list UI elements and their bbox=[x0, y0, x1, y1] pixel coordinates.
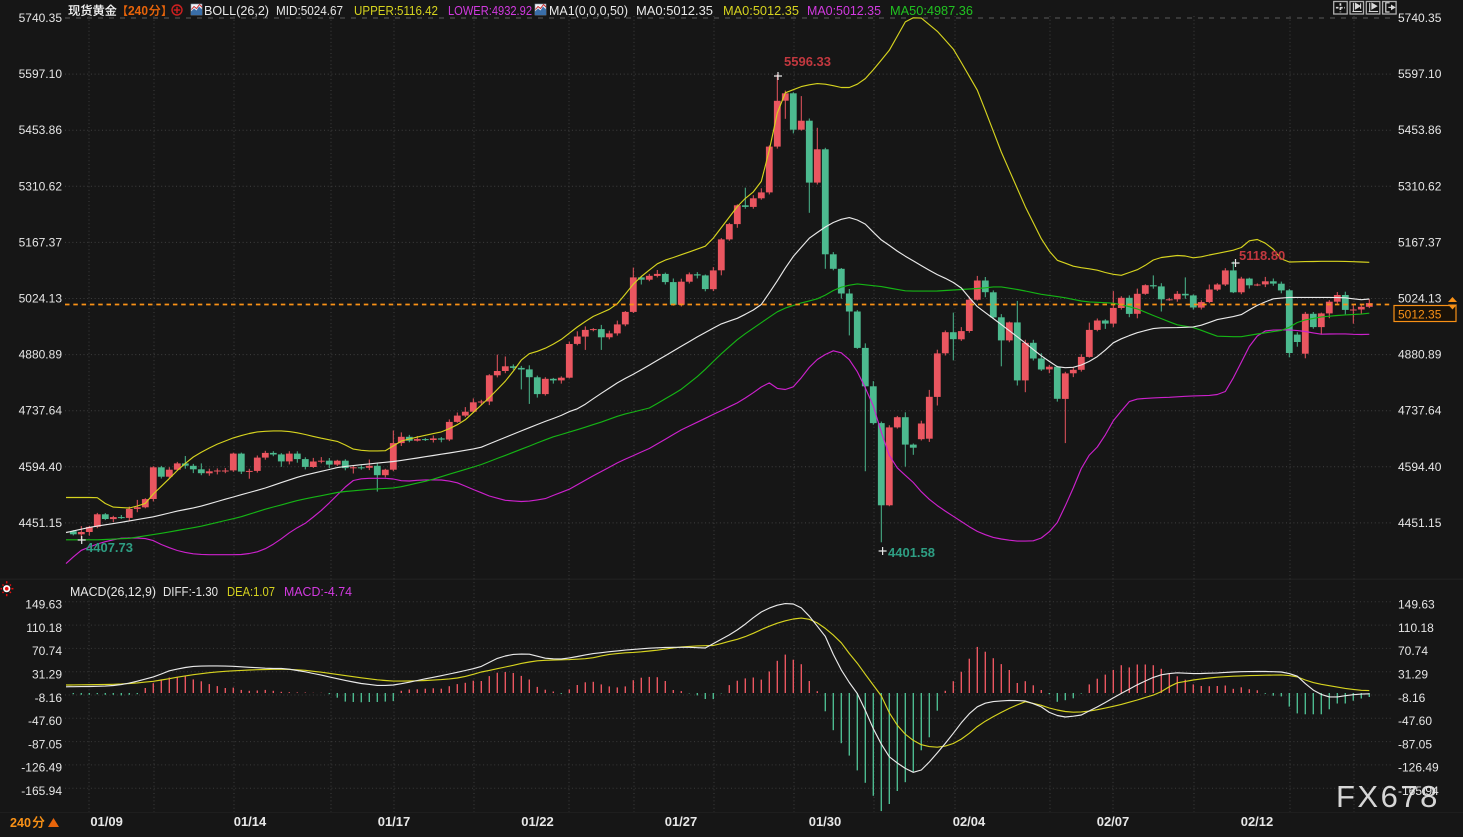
svg-text:-47.60: -47.60 bbox=[28, 714, 62, 728]
svg-text:4451.15: 4451.15 bbox=[1398, 516, 1442, 530]
svg-text:5012.35: 5012.35 bbox=[1398, 308, 1442, 322]
svg-text:01/09: 01/09 bbox=[90, 814, 123, 829]
svg-text:01/17: 01/17 bbox=[378, 814, 411, 829]
svg-text:5597.10: 5597.10 bbox=[1398, 67, 1442, 81]
svg-text:240: 240 bbox=[128, 3, 148, 18]
svg-text:4451.15: 4451.15 bbox=[19, 516, 63, 530]
svg-text:31.29: 31.29 bbox=[1398, 668, 1428, 682]
svg-text:5310.62: 5310.62 bbox=[19, 179, 63, 193]
svg-text:BOLL(26,2): BOLL(26,2) bbox=[204, 3, 269, 18]
svg-text:4407.73: 4407.73 bbox=[86, 540, 133, 555]
svg-text:4880.89: 4880.89 bbox=[1398, 348, 1442, 362]
svg-text:UPPER:5116.42: UPPER:5116.42 bbox=[354, 3, 438, 18]
svg-text:4737.64: 4737.64 bbox=[1398, 404, 1442, 418]
svg-text:MA50:4987.36: MA50:4987.36 bbox=[890, 3, 973, 18]
svg-text:5167.37: 5167.37 bbox=[19, 235, 63, 249]
svg-text:70.74: 70.74 bbox=[1398, 644, 1428, 658]
svg-text:5453.86: 5453.86 bbox=[1398, 123, 1442, 137]
svg-text:5024.13: 5024.13 bbox=[19, 292, 63, 306]
svg-text:4594.40: 4594.40 bbox=[1398, 460, 1442, 474]
svg-text:DIFF:-1.30: DIFF:-1.30 bbox=[163, 584, 218, 599]
svg-text:LOWER:4932.92: LOWER:4932.92 bbox=[448, 3, 532, 18]
svg-text:DEA:1.07: DEA:1.07 bbox=[227, 584, 275, 599]
svg-text:-87.05: -87.05 bbox=[1398, 737, 1432, 751]
svg-text:02/07: 02/07 bbox=[1097, 814, 1130, 829]
svg-text:31.29: 31.29 bbox=[32, 668, 62, 682]
svg-text:5310.62: 5310.62 bbox=[1398, 179, 1442, 193]
svg-text:MACD(26,12,9): MACD(26,12,9) bbox=[70, 584, 156, 599]
svg-text:-8.16: -8.16 bbox=[35, 691, 63, 705]
svg-text:149.63: 149.63 bbox=[25, 598, 62, 612]
svg-text:-165.94: -165.94 bbox=[1398, 784, 1439, 798]
svg-text:MA0:5012.35: MA0:5012.35 bbox=[636, 3, 713, 18]
svg-text:01/14: 01/14 bbox=[234, 814, 267, 829]
svg-text:02/04: 02/04 bbox=[953, 814, 986, 829]
svg-text:5597.10: 5597.10 bbox=[19, 67, 63, 81]
svg-text:MACD:-4.74: MACD:-4.74 bbox=[284, 584, 352, 599]
svg-text:01/22: 01/22 bbox=[521, 814, 554, 829]
svg-text:5740.35: 5740.35 bbox=[19, 11, 63, 25]
svg-text:01/27: 01/27 bbox=[665, 814, 698, 829]
svg-text:MID:5024.67: MID:5024.67 bbox=[276, 3, 343, 18]
svg-text:5167.37: 5167.37 bbox=[1398, 235, 1442, 249]
svg-text:-87.05: -87.05 bbox=[28, 737, 62, 751]
svg-text:5024.13: 5024.13 bbox=[1398, 292, 1442, 306]
svg-text:240: 240 bbox=[10, 815, 31, 830]
svg-text:149.63: 149.63 bbox=[1398, 598, 1435, 612]
svg-text:01/30: 01/30 bbox=[809, 814, 842, 829]
svg-text:MA1(0,0,0,50): MA1(0,0,0,50) bbox=[549, 3, 628, 18]
svg-text:5740.35: 5740.35 bbox=[1398, 11, 1442, 25]
svg-text:02/12: 02/12 bbox=[1241, 814, 1274, 829]
svg-text:-8.16: -8.16 bbox=[1398, 691, 1426, 705]
svg-text:-165.94: -165.94 bbox=[21, 784, 62, 798]
svg-text:MA0:5012.35: MA0:5012.35 bbox=[807, 3, 881, 18]
svg-text:110.18: 110.18 bbox=[1398, 621, 1434, 635]
svg-text:MA0:5012.35: MA0:5012.35 bbox=[723, 3, 799, 18]
svg-text:5453.86: 5453.86 bbox=[19, 123, 63, 137]
svg-text:70.74: 70.74 bbox=[32, 644, 62, 658]
svg-text:-126.49: -126.49 bbox=[21, 761, 62, 775]
svg-text:4401.58: 4401.58 bbox=[888, 545, 935, 560]
svg-text:4594.40: 4594.40 bbox=[19, 460, 63, 474]
svg-text:5596.33: 5596.33 bbox=[784, 54, 831, 69]
svg-text:110.18: 110.18 bbox=[26, 621, 62, 635]
svg-text:4737.64: 4737.64 bbox=[19, 404, 63, 418]
svg-text:-47.60: -47.60 bbox=[1398, 714, 1432, 728]
svg-text:4880.89: 4880.89 bbox=[19, 348, 63, 362]
svg-text:-126.49: -126.49 bbox=[1398, 761, 1439, 775]
svg-text:FX678: FX678 bbox=[1336, 779, 1440, 814]
svg-text:5118.80: 5118.80 bbox=[1239, 248, 1285, 263]
